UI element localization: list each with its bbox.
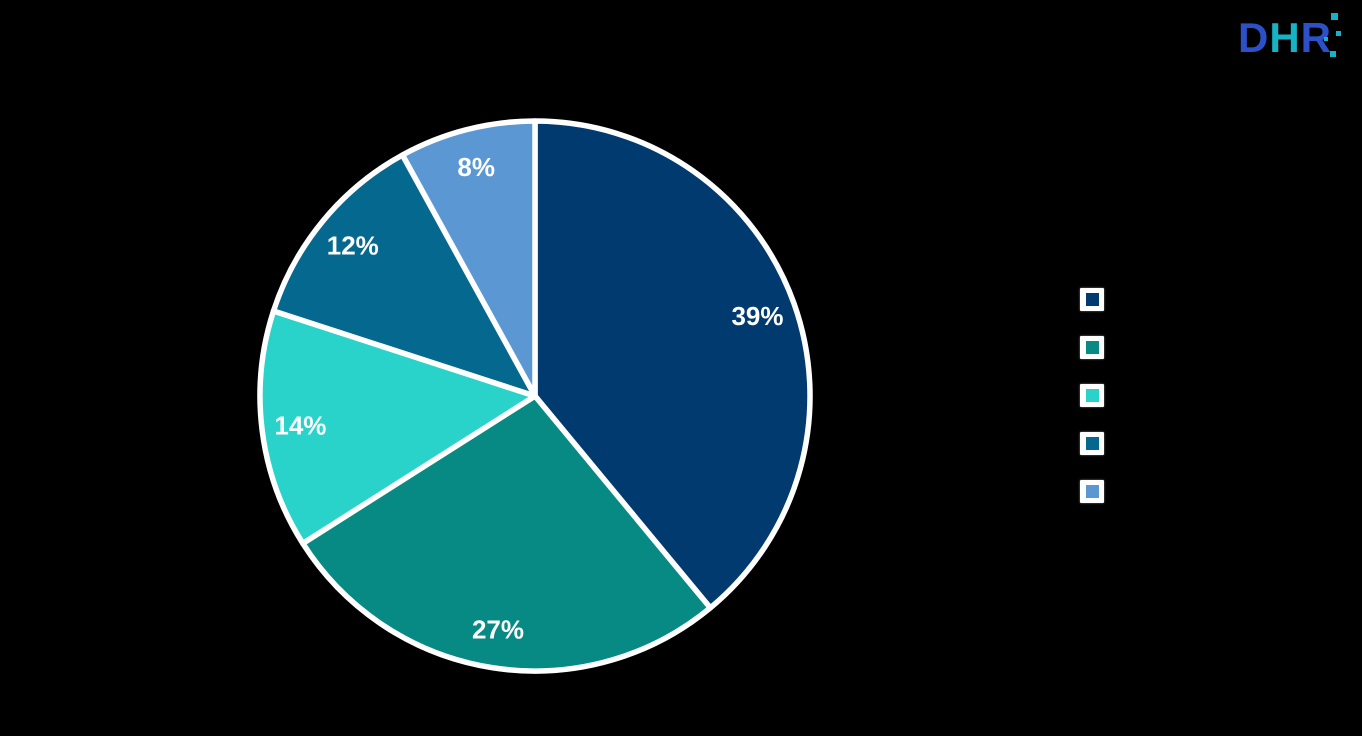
pie-slice-14pct <box>257 308 538 547</box>
legend-item <box>1080 288 1104 311</box>
legend-item <box>1080 480 1104 503</box>
legend-swatch <box>1085 485 1099 498</box>
legend-item <box>1080 384 1104 407</box>
legend-swatch <box>1085 437 1099 450</box>
legend-swatch <box>1085 293 1099 306</box>
logo-letter-d: D <box>1237 14 1270 61</box>
pie-slice-8pct <box>399 118 538 399</box>
legend-swatch <box>1085 389 1099 402</box>
pie-slice-label: 27% <box>472 615 524 645</box>
pie-slice-12pct <box>270 152 538 399</box>
logo-pixel-dot-icon <box>1336 31 1341 36</box>
legend-swatch <box>1085 341 1099 354</box>
logo: D H R <box>1237 13 1341 62</box>
logo-pixel-dot-icon <box>1330 51 1336 57</box>
pie-slice-label: 14% <box>274 411 326 441</box>
pie-slice-label: 12% <box>327 230 379 260</box>
logo-letter-h: H <box>1269 14 1301 61</box>
pie-slice-label: 39% <box>731 301 783 331</box>
pie-slice-27pct <box>300 393 714 674</box>
pie-slice-label: 8% <box>457 152 495 182</box>
legend-item <box>1080 336 1104 359</box>
chart-legend <box>1080 288 1104 503</box>
legend-item <box>1080 432 1104 455</box>
logo-pixel-dot-icon <box>1331 13 1338 20</box>
logo-pixel-dot-icon <box>1324 37 1328 41</box>
pie-slice-39pct <box>532 118 813 611</box>
logo-letter-r: R <box>1301 13 1341 59</box>
